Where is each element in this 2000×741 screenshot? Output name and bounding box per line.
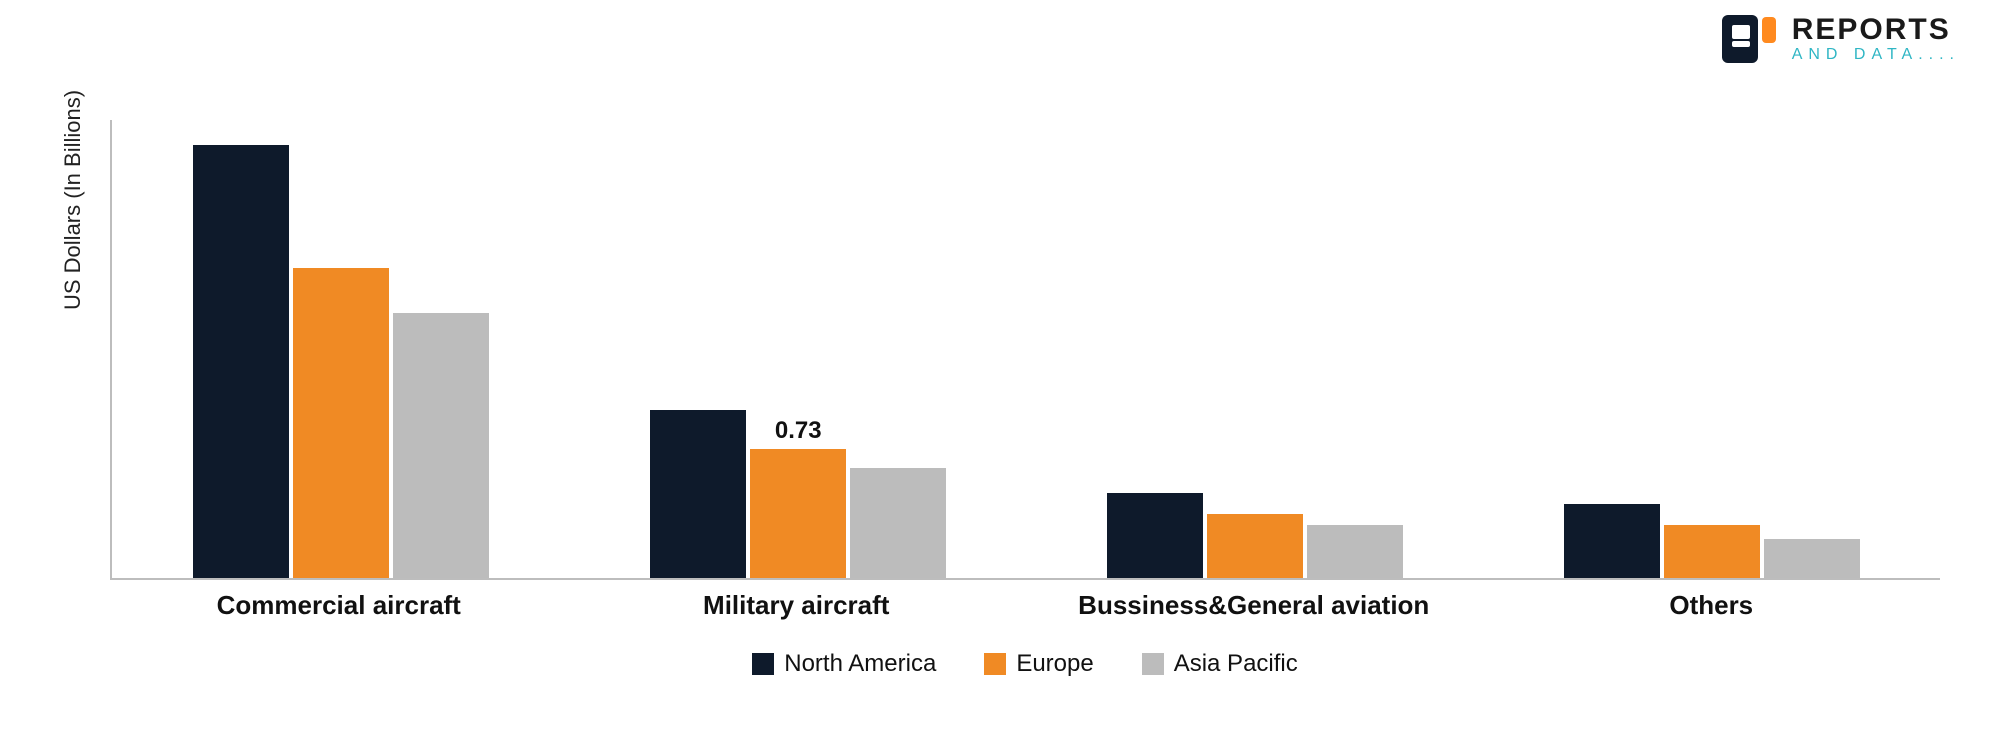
bar-group xyxy=(1026,120,1483,578)
bars xyxy=(1107,493,1403,578)
x-axis-category-label: Commercial aircraft xyxy=(110,590,568,621)
bar xyxy=(1107,493,1203,578)
x-axis-category-label: Military aircraft xyxy=(568,590,1026,621)
bar xyxy=(1307,525,1403,578)
legend: North America Europe Asia Pacific xyxy=(110,650,1940,678)
legend-swatch-icon xyxy=(984,653,1006,675)
bars xyxy=(1564,504,1860,578)
legend-item: Europe xyxy=(984,650,1093,678)
bar-group xyxy=(1483,120,1940,578)
bar xyxy=(1764,539,1860,578)
legend-swatch-icon xyxy=(752,653,774,675)
legend-label: North America xyxy=(784,650,936,678)
bar xyxy=(1664,525,1760,578)
brand-logo-mark-icon xyxy=(1722,15,1782,63)
bar-group xyxy=(569,120,1026,578)
brand-logo: REPORTS AND DATA.... xyxy=(1722,15,1960,63)
bar xyxy=(293,268,389,578)
legend-label: Asia Pacific xyxy=(1174,650,1298,678)
x-axis-category-label: Bussiness&General aviation xyxy=(1025,590,1483,621)
brand-logo-line-1: REPORTS xyxy=(1792,15,1960,45)
brand-logo-text: REPORTS AND DATA.... xyxy=(1792,15,1960,63)
legend-label: Europe xyxy=(1016,650,1093,678)
bar-group xyxy=(112,120,569,578)
chart-container: REPORTS AND DATA.... US Dollars (In Bill… xyxy=(0,0,2000,741)
bar xyxy=(750,449,846,578)
legend-item: North America xyxy=(752,650,936,678)
x-axis-category-label: Others xyxy=(1483,590,1941,621)
x-axis-labels: Commercial aircraftMilitary aircraftBuss… xyxy=(110,590,1940,621)
data-label: 0.73 xyxy=(775,417,822,445)
legend-swatch-icon xyxy=(1142,653,1164,675)
plot-area: 0.73 xyxy=(110,120,1940,580)
legend-item: Asia Pacific xyxy=(1142,650,1298,678)
bar xyxy=(393,313,489,578)
bars xyxy=(193,145,489,578)
bar xyxy=(1564,504,1660,578)
bar-groups xyxy=(112,120,1940,578)
bar xyxy=(1207,514,1303,578)
brand-logo-line-2: AND DATA.... xyxy=(1792,47,1960,63)
y-axis-label: US Dollars (In Billions) xyxy=(60,90,86,310)
bar xyxy=(650,410,746,578)
bar xyxy=(193,145,289,578)
bar xyxy=(850,468,946,578)
